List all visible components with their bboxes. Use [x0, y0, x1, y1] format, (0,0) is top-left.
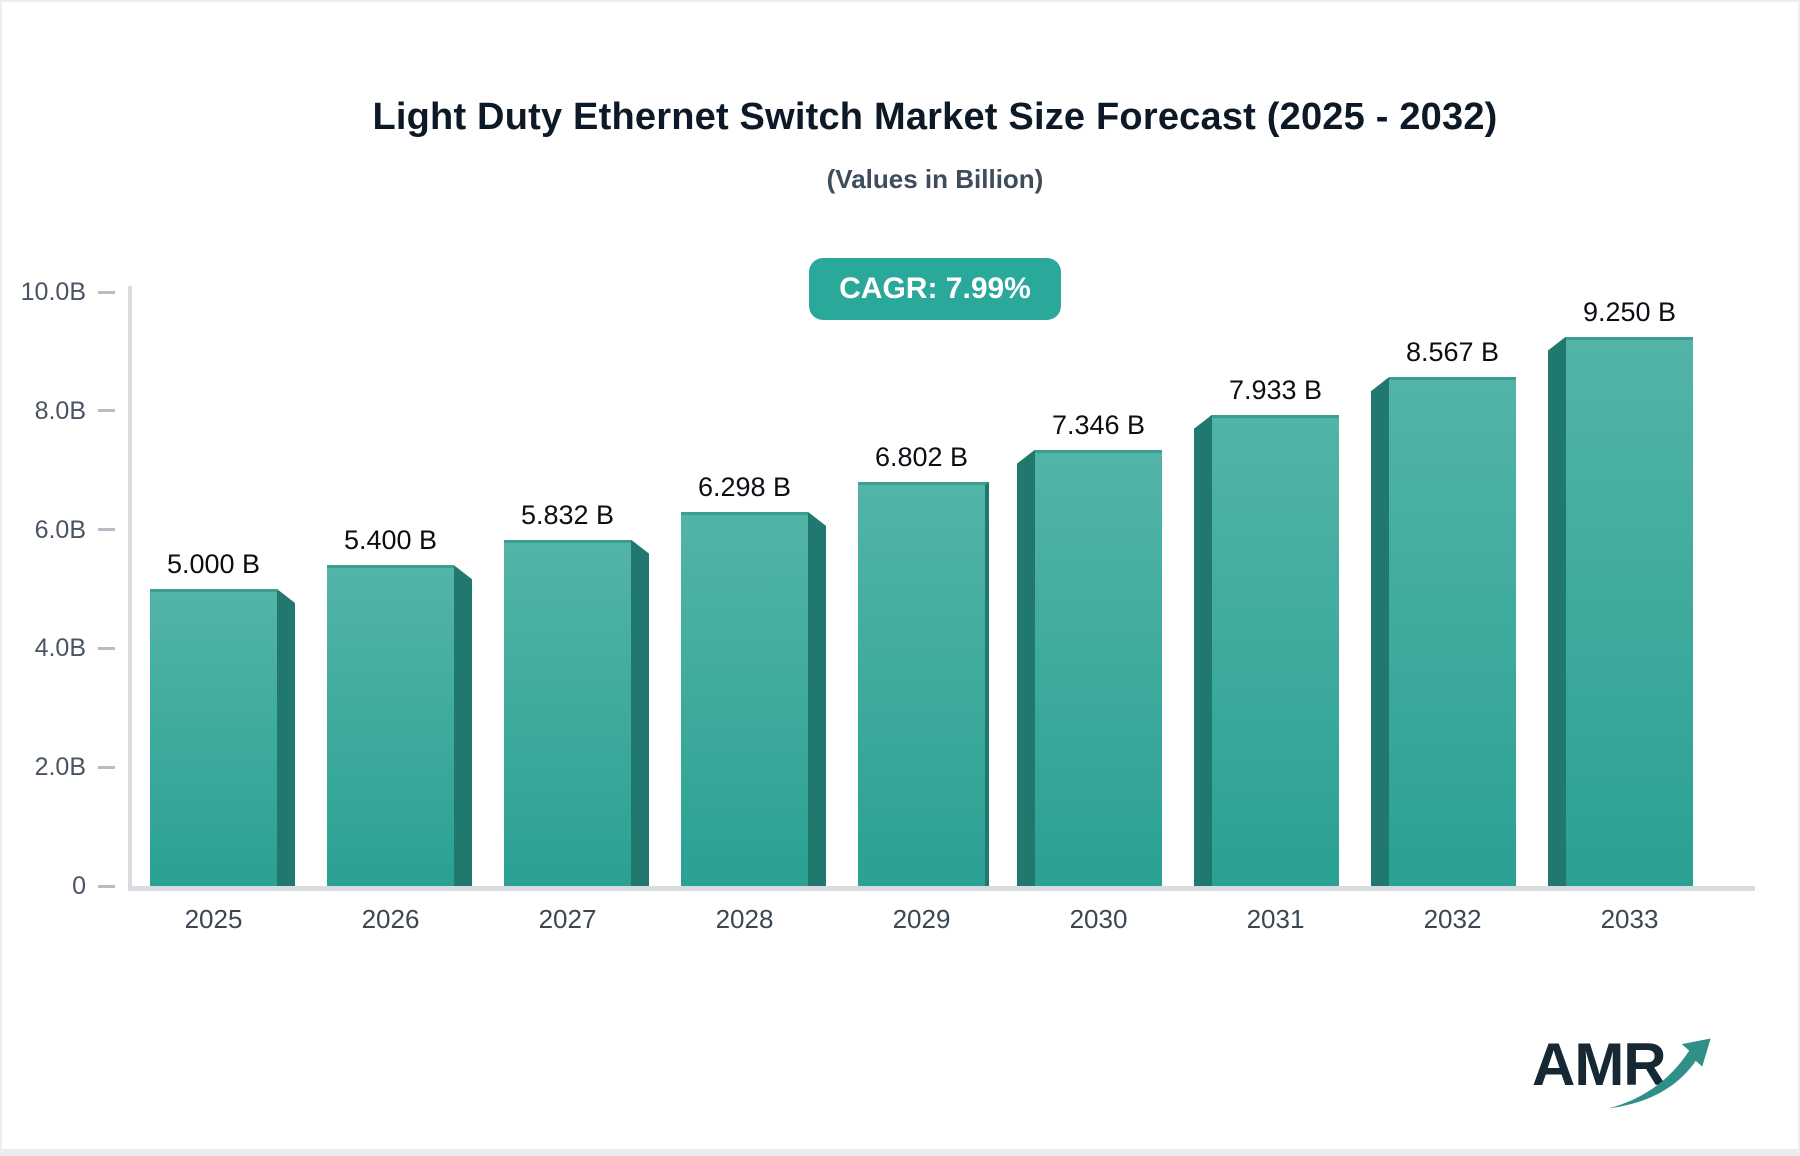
bar-2027: 5.832 B: [486, 500, 649, 886]
x-tick-label-2028: 2028: [715, 904, 774, 934]
bar-face: [150, 589, 277, 886]
bar-face: [681, 511, 808, 886]
bar-value-label: 5.000 B: [166, 549, 261, 579]
amr-logo: AMR: [1532, 1030, 1772, 1126]
amr-logo-text: AMR: [1532, 1031, 1667, 1098]
x-tick-label-2025: 2025: [184, 904, 243, 934]
bar-face: [1035, 449, 1162, 886]
footer-strip: [0, 1149, 1800, 1156]
y-tick-label: 6.0B: [34, 515, 86, 544]
bar-value-label: 7.346 B: [1051, 409, 1146, 440]
x-tick-label-2032: 2032: [1423, 904, 1482, 934]
bar-side-panel: [1194, 414, 1212, 886]
bar-face: [1212, 414, 1339, 886]
bar-2032: 8.567 B: [1371, 337, 1534, 886]
y-tick-dash: [98, 409, 115, 413]
cagr-badge-wrap: CAGR: 7.99%: [70, 258, 1800, 320]
bar-value-label: 6.802 B: [874, 441, 969, 472]
x-tick-label-2026: 2026: [361, 904, 420, 934]
x-tick-label-2033: 2033: [1600, 904, 1659, 934]
y-tick-dash: [98, 528, 115, 532]
y-axis-line: [128, 286, 132, 890]
bar-face: [1389, 377, 1516, 886]
bar-side-panel: [1017, 449, 1035, 886]
bar-side-panel: [1548, 336, 1566, 886]
y-tick-dash: [98, 765, 115, 769]
x-tick-label-2030: 2030: [1069, 904, 1128, 934]
x-tick-label-2029: 2029: [892, 904, 951, 934]
bar-side-panel: [1371, 377, 1389, 886]
bar-2030: 7.346 B: [1017, 410, 1180, 886]
bar-face: [858, 481, 989, 886]
bar-value-label: 7.933 B: [1228, 374, 1323, 405]
bar-value-label: 5.400 B: [343, 525, 438, 556]
bar-2033: 9.250 B: [1548, 297, 1711, 886]
bar-2025: 5.000 B: [132, 549, 295, 886]
cagr-badge: CAGR: 7.99%: [809, 258, 1061, 320]
bar-face: [1566, 336, 1693, 886]
y-tick-dash: [98, 646, 115, 650]
y-tick-label: 10.0B: [20, 278, 86, 306]
bar-value-label: 5.832 B: [520, 499, 615, 530]
chart-subtitle: (Values in Billion): [826, 164, 1044, 194]
bar-2028: 6.298 B: [663, 472, 826, 886]
x-tick-label-2027: 2027: [538, 904, 597, 934]
bar-2026: 5.400 B: [309, 525, 472, 886]
bar-value-label: 6.298 B: [697, 471, 792, 502]
x-axis-baseline: [128, 886, 1755, 891]
bar-2031: 7.933 B: [1194, 375, 1357, 886]
chart-title: Light Duty Ethernet Switch Market Size F…: [372, 96, 1498, 138]
bar-value-label: 8.567 B: [1405, 337, 1500, 368]
bar-side-panel: [454, 565, 472, 886]
y-tick-dash: [98, 884, 115, 888]
bar-face: [504, 539, 631, 886]
y-tick-label: 0: [72, 872, 86, 900]
y-tick-label: 8.0B: [34, 396, 86, 425]
bar-face: [327, 565, 454, 886]
y-tick-label: 2.0B: [34, 753, 86, 782]
bar-side-panel: [631, 539, 649, 886]
x-tick-label-2031: 2031: [1246, 904, 1305, 934]
bar-2029: 6.802 B: [840, 442, 1003, 886]
trend-up-arrow-icon: [1608, 1038, 1711, 1109]
y-tick-label: 4.0B: [34, 634, 86, 663]
bar-side-panel: [808, 511, 826, 886]
bar-side-panel: [277, 589, 295, 886]
y-tick-dash: [98, 290, 115, 294]
bar-value-label: 9.250 B: [1582, 296, 1677, 327]
